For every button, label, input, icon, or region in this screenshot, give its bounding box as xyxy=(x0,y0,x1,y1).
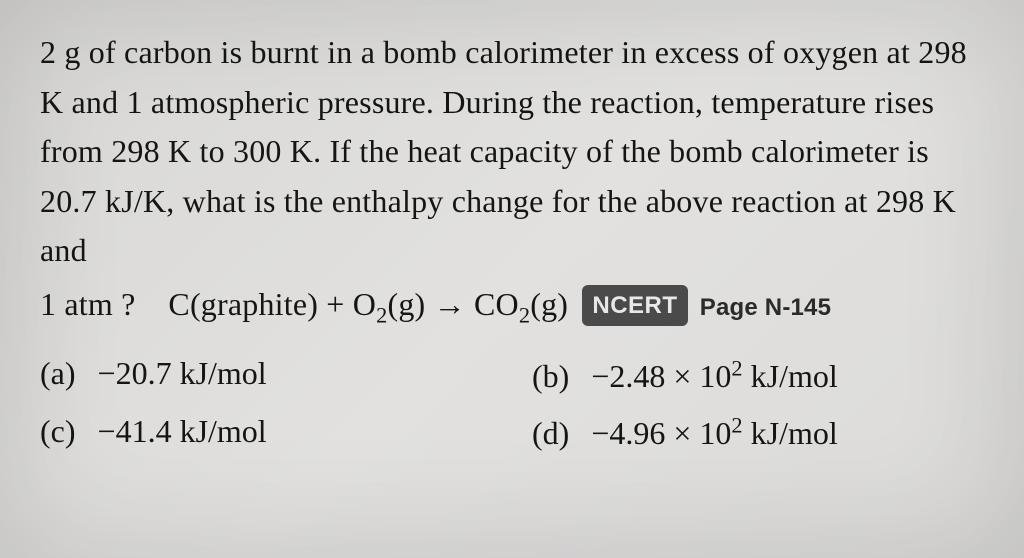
question-line-1: 2 g of carbon is burnt in a bomb calorim… xyxy=(40,34,775,70)
page-reference: Page N-145 xyxy=(700,294,831,321)
ncert-badge: NCERT xyxy=(582,285,687,326)
question-text: 2 g of carbon is burnt in a bomb calorim… xyxy=(40,28,984,333)
option-b-value: −2.48 × 102 kJ/mol xyxy=(591,358,837,394)
reaction-equation: C(graphite) + O2(g) → CO2(g) xyxy=(168,286,568,322)
option-b-label: (b) xyxy=(532,358,569,394)
option-d-label: (d) xyxy=(532,415,569,451)
option-a[interactable]: (a) −20.7 kJ/mol xyxy=(40,355,492,395)
options-grid: (a) −20.7 kJ/mol (b) −2.48 × 102 kJ/mol … xyxy=(40,355,984,452)
option-c-label: (c) xyxy=(40,413,76,449)
atm-prefix: 1 atm ? xyxy=(40,286,136,322)
question-page: 2 g of carbon is burnt in a bomb calorim… xyxy=(0,0,1024,558)
option-c-value: −41.4 kJ/mol xyxy=(98,413,267,449)
reaction-line: 1 atm ? C(graphite) + O2(g) → CO2(g) NCE… xyxy=(40,280,984,333)
option-b[interactable]: (b) −2.48 × 102 kJ/mol xyxy=(532,355,984,395)
option-d-value: −4.96 × 102 kJ/mol xyxy=(591,415,837,451)
option-d[interactable]: (d) −4.96 × 102 kJ/mol xyxy=(532,413,984,453)
option-c[interactable]: (c) −41.4 kJ/mol xyxy=(40,413,492,453)
option-a-value: −20.7 kJ/mol xyxy=(98,355,267,391)
option-a-label: (a) xyxy=(40,355,76,391)
